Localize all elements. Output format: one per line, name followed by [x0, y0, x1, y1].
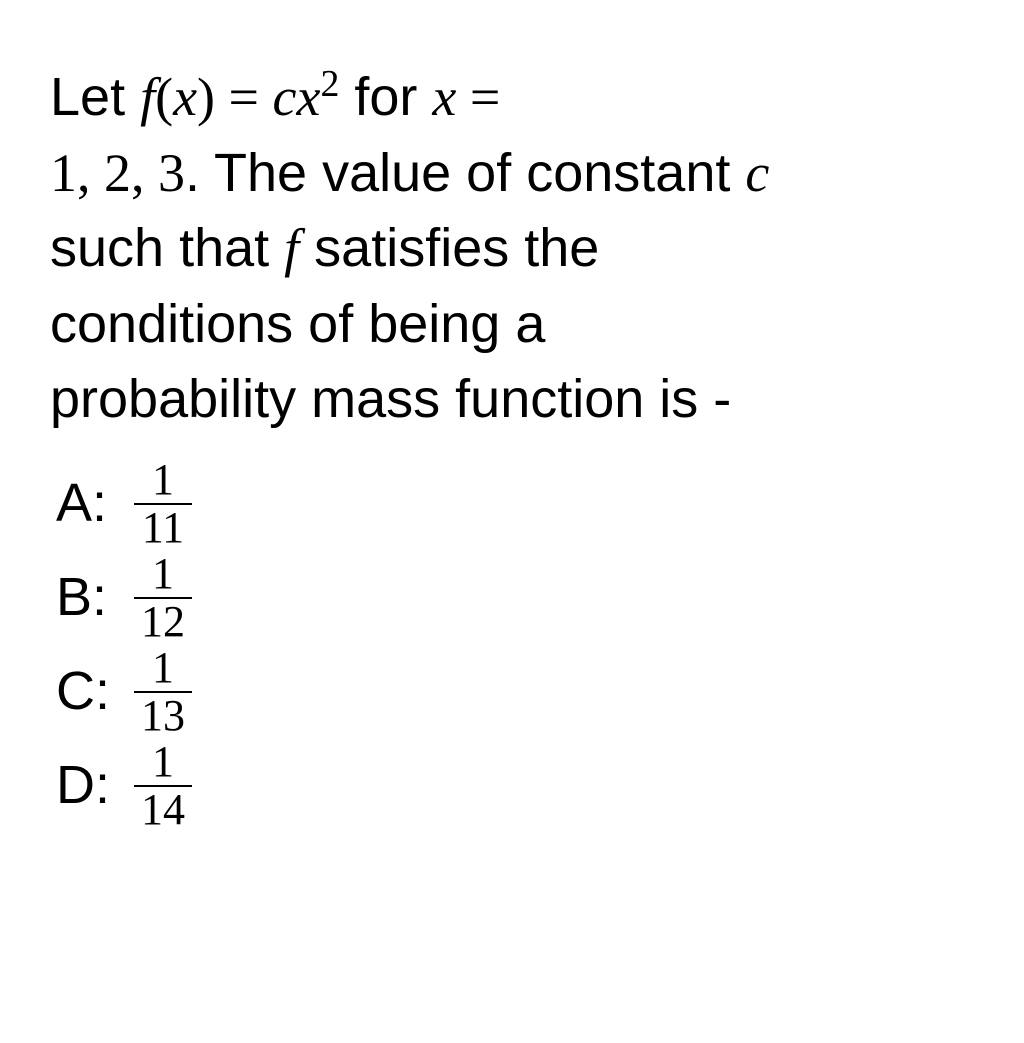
option-d[interactable]: D: 1 14: [56, 740, 974, 832]
question-container: Let f(x) = cx2 for x = 1, 2, 3. The valu…: [50, 60, 974, 832]
math-values: 1, 2, 3: [50, 143, 185, 203]
option-d-denominator: 14: [137, 788, 189, 832]
options-list: A: 1 11 B: 1 12 C: 1 13 D:: [50, 458, 974, 832]
math-paren-close: ): [197, 67, 215, 127]
option-c[interactable]: C: 1 13: [56, 646, 974, 738]
option-a-denominator: 11: [138, 506, 188, 550]
text-suchthat: such that: [50, 218, 284, 278]
text-for: for: [339, 67, 432, 127]
math-c1: c: [273, 67, 297, 127]
option-d-numerator: 1: [148, 740, 178, 784]
option-a[interactable]: A: 1 11: [56, 458, 974, 550]
option-d-label: D:: [56, 756, 116, 815]
option-b-denominator: 12: [137, 600, 189, 644]
math-paren-open: (: [155, 67, 173, 127]
text-conditions: conditions of being a: [50, 294, 545, 354]
option-a-fraction: 1 11: [134, 458, 192, 550]
option-b-label: B:: [56, 568, 116, 627]
math-x1: x: [173, 67, 197, 127]
option-a-label: A:: [56, 474, 116, 533]
option-b[interactable]: B: 1 12: [56, 552, 974, 644]
math-f: f: [140, 67, 155, 127]
option-c-fraction: 1 13: [134, 646, 192, 738]
option-c-label: C:: [56, 662, 116, 721]
math-f2: f: [284, 218, 299, 278]
option-c-denominator: 13: [137, 694, 189, 738]
text-valueof: . The value of constant: [185, 143, 745, 203]
math-c2: c: [745, 143, 769, 203]
text-pmf: probability mass function is -: [50, 369, 731, 429]
math-equals2: =: [456, 67, 500, 127]
math-x3: x: [432, 67, 456, 127]
math-x2: x: [296, 67, 320, 127]
text-satisfies: satisfies the: [299, 218, 599, 278]
option-c-numerator: 1: [148, 646, 178, 690]
option-b-numerator: 1: [148, 552, 178, 596]
question-stem: Let f(x) = cx2 for x = 1, 2, 3. The valu…: [50, 60, 974, 438]
option-b-fraction: 1 12: [134, 552, 192, 644]
option-a-numerator: 1: [148, 458, 178, 502]
math-exponent: 2: [320, 63, 339, 105]
math-equals1: =: [215, 67, 272, 127]
text-let: Let: [50, 67, 140, 127]
option-d-fraction: 1 14: [134, 740, 192, 832]
